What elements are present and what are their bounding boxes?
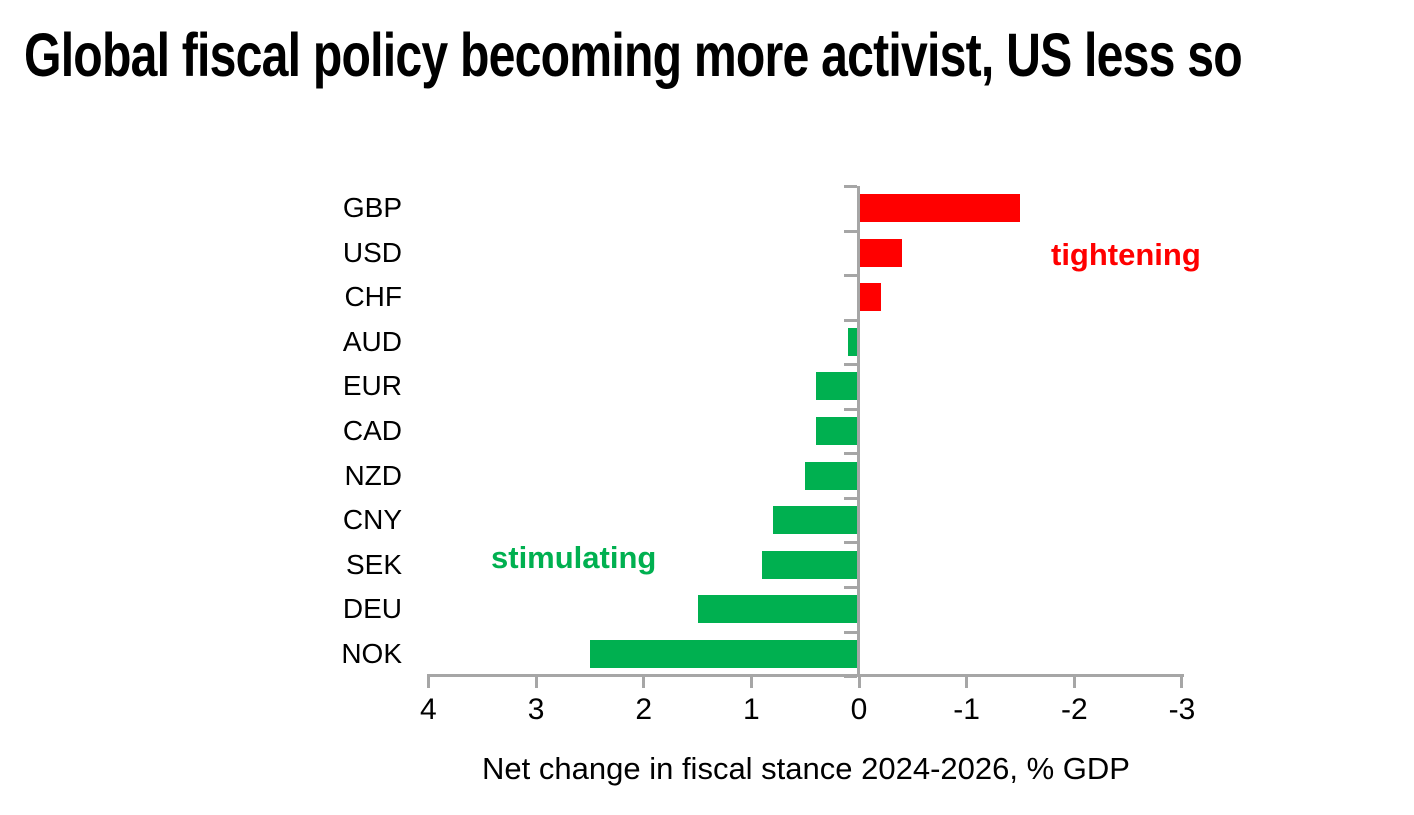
category-label-chf: CHF [344,281,402,313]
bar-eur [815,372,859,401]
category-label-aud: AUD [342,325,402,357]
x-tick-label--2: -2 [1060,693,1088,726]
x-axis-tick [534,674,538,688]
category-label-cad: CAD [342,415,402,447]
y-axis-tick [844,452,857,456]
category-label-gbp: GBP [342,192,402,224]
x-axis-tick [965,674,969,688]
category-label-cny: CNY [342,504,402,536]
y-axis-tick [844,274,857,278]
category-label-eur: EUR [342,370,402,402]
x-axis-tick [857,674,861,688]
y-axis-tick [844,185,857,188]
bar-usd [859,238,903,267]
y-axis-tick [844,363,857,367]
bar-cad [815,417,859,446]
x-axis-tick [1072,674,1076,688]
x-axis-tick [749,674,753,688]
x-axis-tick [426,674,430,688]
x-axis-tick [642,674,646,688]
y-axis-tick [844,229,857,233]
category-label-sek: SEK [345,548,402,580]
x-tick-label--3: -3 [1168,693,1196,726]
x-tick-label-2: 2 [635,693,653,726]
x-tick-label-4: 4 [420,693,437,726]
x-tick-label-0: 0 [850,693,868,726]
bar-nok [589,639,859,668]
category-label-deu: DEU [342,593,402,625]
y-axis-tick [844,541,857,545]
bar-cny [772,506,859,535]
x-axis-line [427,674,1184,677]
bar-gbp [859,194,1021,223]
category-label-nok: NOK [341,637,402,669]
bar-aud [848,327,859,356]
y-axis-line [857,186,860,677]
x-axis-tick [1180,674,1184,688]
bar-sek [762,550,859,579]
bar-nzd [805,461,859,490]
annotation-tightening: tightening [1051,237,1201,272]
x-tick-label--1: -1 [953,693,980,726]
x-tick-label-1: 1 [743,693,760,726]
x-tick-label-3: 3 [527,693,545,726]
bar-deu [697,595,859,624]
y-axis-tick [844,496,857,500]
annotation-stimulating: stimulating [491,540,657,575]
category-label-nzd: NZD [344,459,402,491]
chart-title: Global fiscal policy becoming more activ… [24,21,1243,89]
bar-chf [859,283,881,312]
y-axis-tick [844,318,857,322]
y-axis-tick [844,630,857,634]
y-axis-tick [844,585,857,589]
x-axis-label: Net change in fiscal stance 2024-2026, %… [482,751,1130,786]
category-label-usd: USD [342,236,402,268]
y-axis-tick [844,407,857,411]
